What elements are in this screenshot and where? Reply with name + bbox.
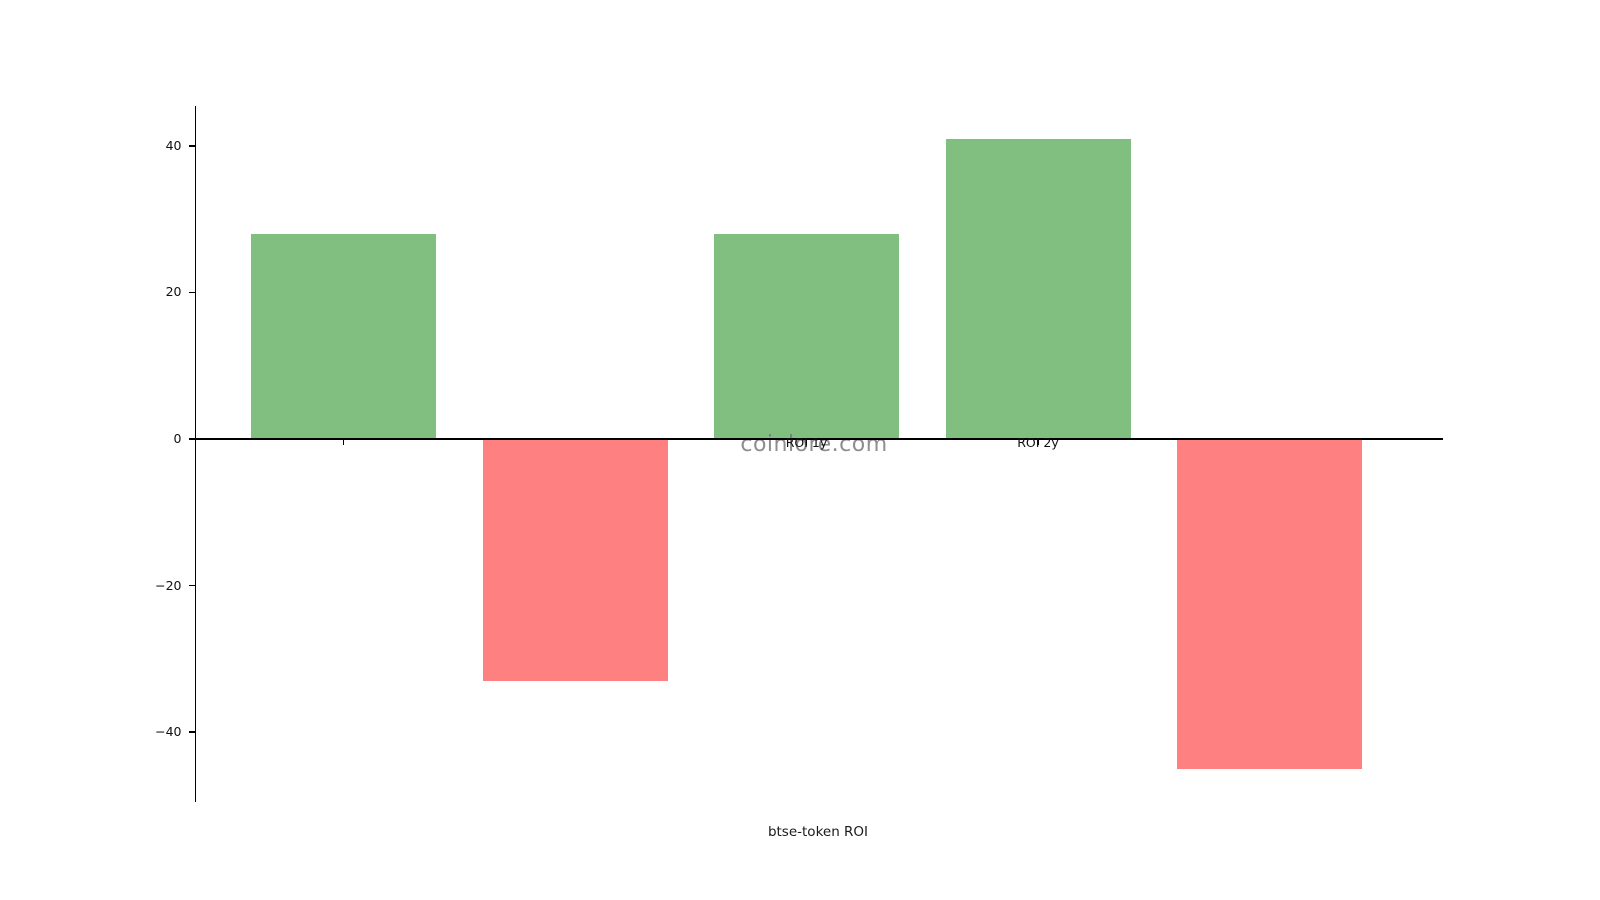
bar-index-0	[251, 233, 436, 439]
x-tick	[805, 439, 808, 445]
y-tick	[189, 731, 195, 733]
y-tick	[189, 291, 195, 294]
watermark-text: coinlore.com	[740, 432, 888, 457]
x-tick-label: ROI 1y	[785, 435, 828, 450]
x-tick	[342, 439, 345, 445]
bar-index-4	[1177, 439, 1362, 769]
x-tick-label: ROI 2y	[1017, 435, 1059, 450]
y-tick-label: 40	[165, 137, 182, 153]
bar-index-1	[482, 439, 668, 681]
y-tick-label: −40	[155, 724, 182, 740]
chart-title: btse-token ROI	[767, 824, 869, 840]
y-axis-spine	[194, 106, 196, 802]
y-tick	[189, 584, 195, 587]
y-tick	[189, 145, 195, 147]
x-axis-zero-line	[194, 438, 1443, 440]
bar-roi-1y	[714, 233, 899, 439]
x-tick	[1037, 439, 1039, 445]
y-tick-label: 0	[173, 431, 182, 446]
bar-roi-2y	[945, 138, 1131, 439]
y-tick-label: −20	[155, 577, 182, 593]
y-tick	[189, 438, 195, 440]
y-tick-label: 20	[165, 284, 182, 300]
